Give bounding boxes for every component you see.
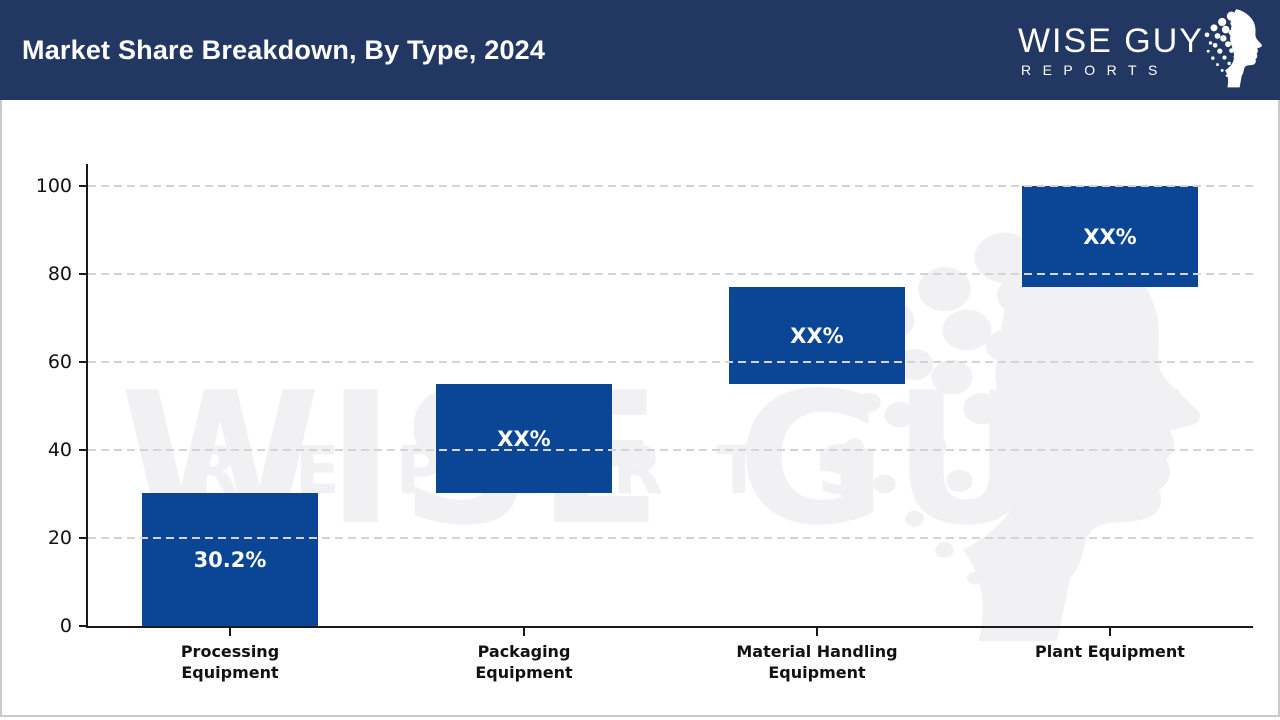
y-tick-label-40: 40	[47, 439, 72, 461]
category-label-line: Packaging	[477, 642, 571, 661]
gridline-80	[88, 273, 1253, 275]
y-tickmark-80	[79, 273, 88, 275]
category-label-line: Equipment	[181, 663, 279, 682]
category-label-line: Processing	[180, 642, 280, 661]
bar-processing-equipment: 30.2%	[142, 493, 318, 626]
brand-subtitle: REPORTS	[1020, 61, 1169, 78]
x-tickmark-4	[1109, 628, 1111, 636]
y-tickmark-60	[79, 361, 88, 363]
category-label-line: Equipment	[475, 663, 573, 682]
category-label-4: Plant Equipment	[960, 641, 1260, 662]
y-tickmark-40	[79, 449, 88, 451]
brand-name: WISE GUY	[1017, 21, 1204, 60]
category-label-line: Equipment	[768, 663, 866, 682]
gridline-100	[88, 185, 1253, 187]
page-title: Market Share Breakdown, By Type, 2024	[22, 34, 546, 65]
category-label-line: Plant Equipment	[1035, 642, 1185, 661]
x-axis-line	[86, 626, 1253, 628]
bar-value-label: XX%	[1083, 224, 1137, 249]
brand-logo: WISE GUY REPORTS	[1018, 8, 1270, 92]
brand-logo-text: WISE GUY REPORTS	[1018, 24, 1204, 77]
x-tickmark-3	[816, 628, 818, 636]
y-tick-label-60: 60	[47, 351, 72, 373]
x-tickmark-2	[523, 628, 525, 636]
bar-value-label: XX%	[497, 426, 551, 451]
bar-packaging-equipment: XX%	[436, 384, 612, 494]
header: Market Share Breakdown, By Type, 2024 WI…	[0, 0, 1280, 100]
bar-material-handling-equipment: XX%	[729, 287, 905, 384]
gridline-20	[88, 537, 1253, 539]
y-tick-label-20: 20	[47, 527, 72, 549]
bar-value-label: XX%	[790, 323, 844, 348]
bar-value-label: 30.2%	[193, 547, 267, 572]
y-tick-label-80: 80	[47, 263, 72, 285]
gridline-60	[88, 361, 1253, 363]
category-label-line: Material Handling	[736, 642, 898, 661]
bar-plant-equipment: XX%	[1022, 186, 1198, 288]
y-tickmark-20	[79, 537, 88, 539]
category-label-3: Material Handling Equipment	[667, 641, 967, 683]
gridline-40	[88, 449, 1253, 451]
y-axis-line	[86, 164, 88, 628]
y-tick-label-0: 0	[59, 615, 72, 637]
y-tickmark-0	[79, 625, 88, 627]
x-tickmark-1	[229, 628, 231, 636]
category-label-2: Packaging Equipment	[374, 641, 674, 683]
y-tick-label-100: 100	[35, 175, 72, 197]
category-label-1: Processing Equipment	[80, 641, 380, 683]
y-tickmark-100	[79, 185, 88, 187]
